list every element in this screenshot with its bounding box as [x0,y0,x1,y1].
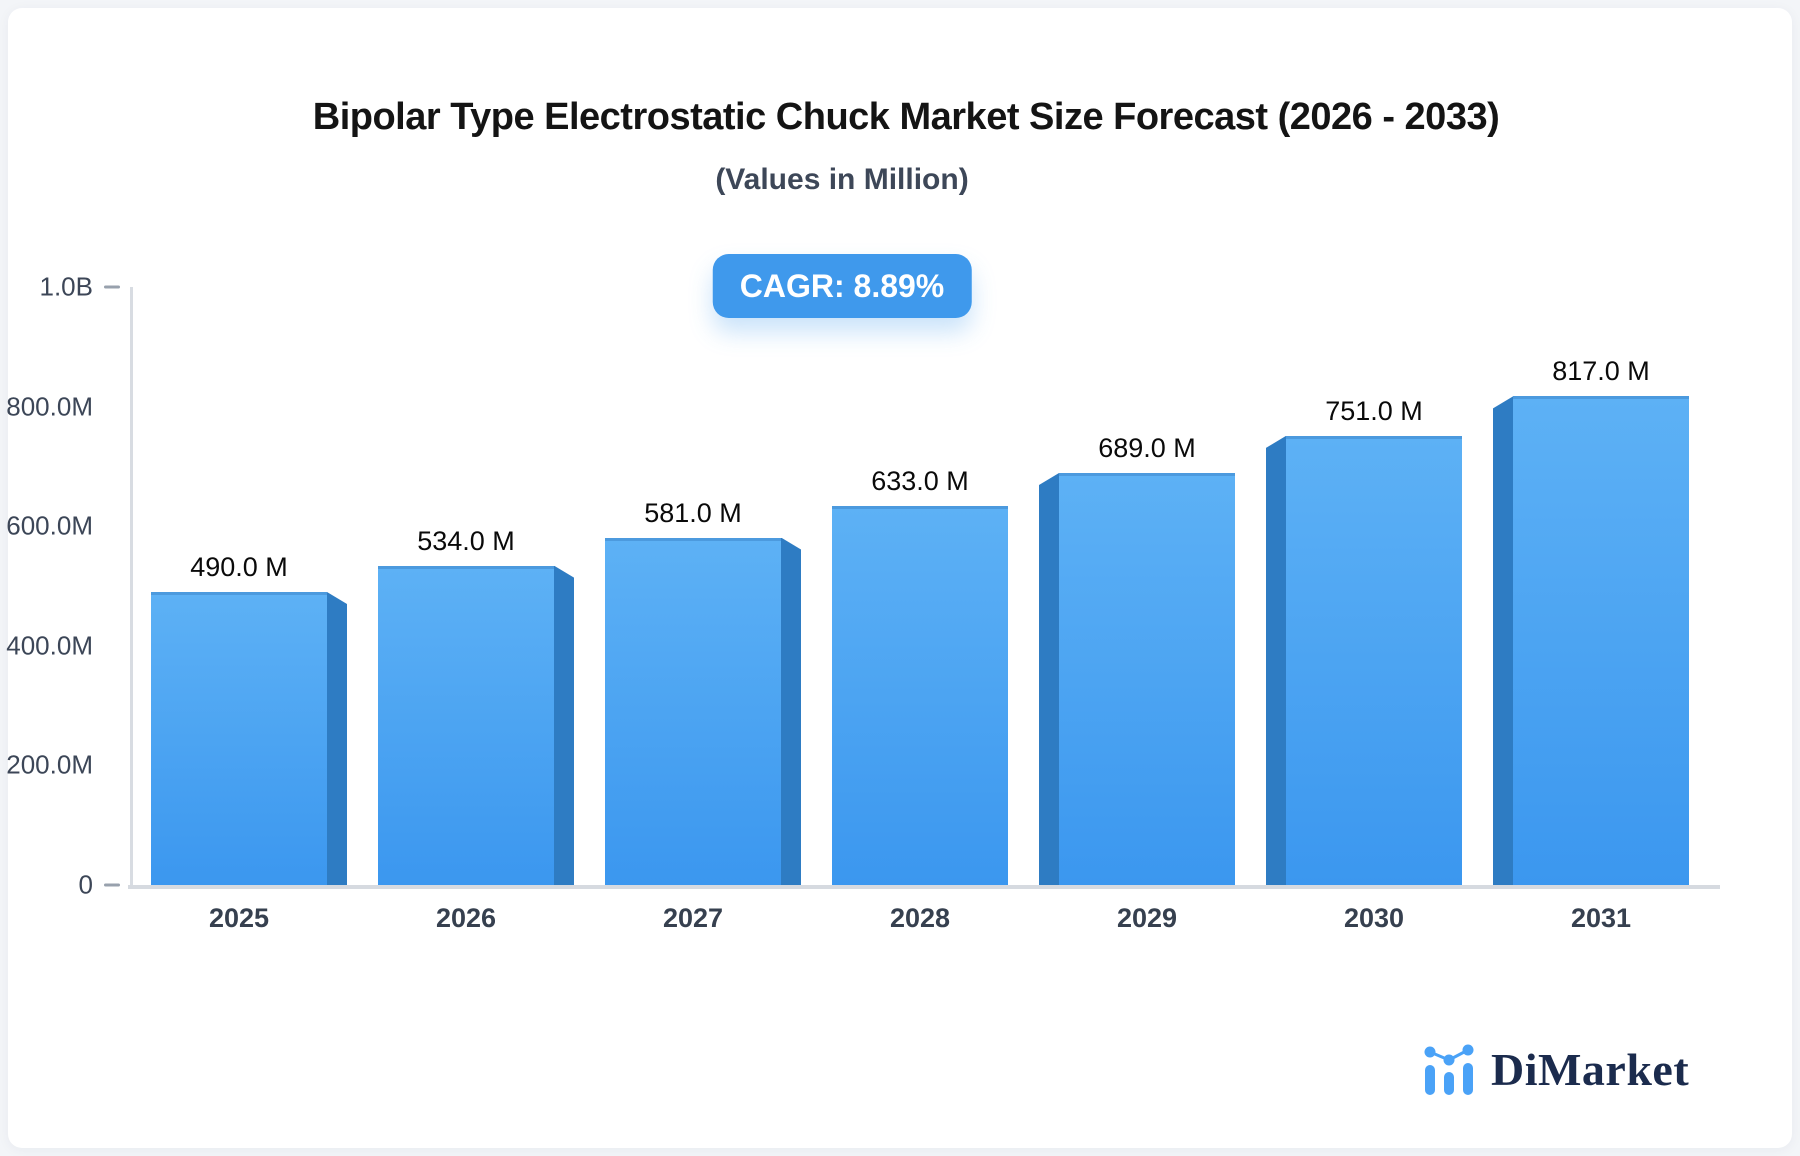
x-axis-label-2027: 2027 [662,903,724,933]
y-tick-row: 1.0B [0,272,120,303]
bar-side-face [781,537,801,885]
x-axis-line [128,885,1720,889]
cagr-badge: CAGR: 8.89% [712,254,972,318]
bar-value-label: 581.0 M [644,497,742,528]
bar-value-label: 534.0 M [417,525,515,556]
bar-side-face [1039,472,1059,885]
bar-2025 [151,591,327,885]
bar-side-face [1266,435,1286,885]
bar-chart-logo-icon [1424,1044,1474,1095]
bar-value-label: 751.0 M [1325,395,1423,426]
x-axis-label-2028: 2028 [889,903,951,933]
bar-side-face [1493,396,1513,885]
x-axis-label-2026: 2026 [435,903,497,933]
y-tick-dash [104,883,120,887]
bar-value-label: 490.0 M [190,551,288,582]
bar-2031 [1513,396,1689,885]
y-tick-dash [104,285,120,289]
x-axis-label-2031: 2031 [1570,903,1632,933]
x-axis-label-2030: 2030 [1343,903,1405,933]
y-tick-label: 200.0M [6,749,93,780]
bar-2028 [832,506,1008,885]
y-tick-row: 200.0M [0,750,120,781]
bar-2029 [1059,472,1235,885]
brand-logo: DiMarket [1421,1040,1689,1098]
y-tick-row: 800.0M [0,391,120,422]
y-tick-row: 400.0M [0,630,120,661]
chart-title: Bipolar Type Electrostatic Chuck Market … [312,96,1500,138]
bar-side-face [327,591,347,885]
y-tick-label: 400.0M [6,630,93,661]
bar-2030 [1286,435,1462,885]
x-axis-label-2025: 2025 [208,903,270,933]
bar-side-face [554,565,574,885]
bar-2026 [378,565,554,885]
y-tick-label: 1.0B [39,271,94,302]
bar-value-label: 689.0 M [1098,432,1196,463]
y-tick-row: 600.0M [0,511,120,542]
y-tick-label: 600.0M [6,510,93,541]
brand-logo-text: DiMarket [1491,1043,1690,1095]
y-tick-label: 0 [78,869,93,900]
x-axis-label-2029: 2029 [1116,903,1178,933]
bar-value-label: 633.0 M [871,466,969,497]
bar-2027 [605,537,781,885]
y-tick-label: 800.0M [6,391,93,422]
bar-value-label: 817.0 M [1552,356,1650,387]
chart-subtitle: (Values in Million) [715,163,969,196]
y-axis-line [130,287,133,887]
y-tick-row: 0 [0,870,120,901]
